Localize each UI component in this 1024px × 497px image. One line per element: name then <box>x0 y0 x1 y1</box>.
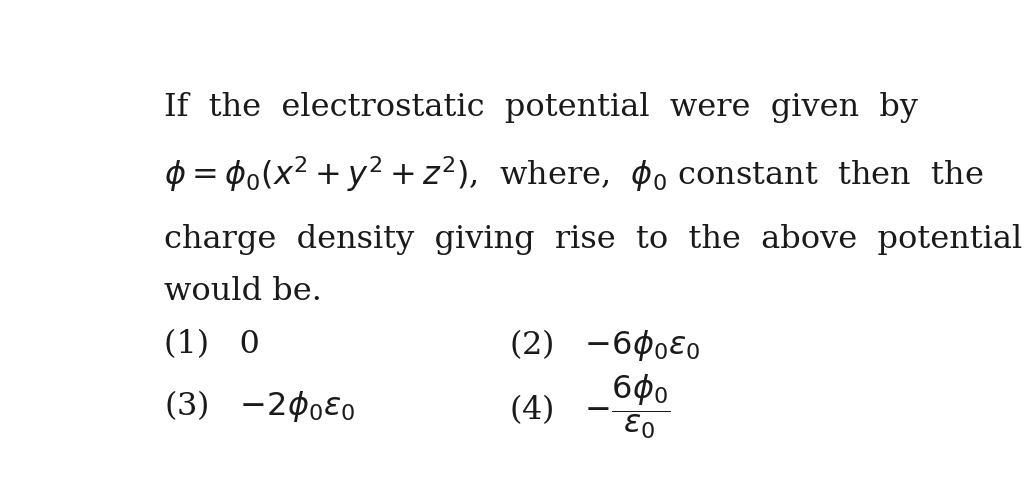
Text: (1)   0: (1) 0 <box>164 329 260 360</box>
Text: (4)   $-\dfrac{6\phi_0}{\varepsilon_0}$: (4) $-\dfrac{6\phi_0}{\varepsilon_0}$ <box>509 372 670 440</box>
Text: would be.: would be. <box>164 276 322 307</box>
Text: charge  density  giving  rise  to  the  above  potential: charge density giving rise to the above … <box>164 224 1022 255</box>
Text: $\phi = \phi_0(x^2 + y^2 + z^2)$,  where,  $\phi_0$ constant  then  the: $\phi = \phi_0(x^2 + y^2 + z^2)$, where,… <box>164 155 983 194</box>
Text: If  the  electrostatic  potential  were  given  by: If the electrostatic potential were give… <box>164 92 918 123</box>
Text: (3)   $-2\phi_0\varepsilon_0$: (3) $-2\phi_0\varepsilon_0$ <box>164 388 355 424</box>
Text: (2)   $-6\phi_0\varepsilon_0$: (2) $-6\phi_0\varepsilon_0$ <box>509 327 700 363</box>
